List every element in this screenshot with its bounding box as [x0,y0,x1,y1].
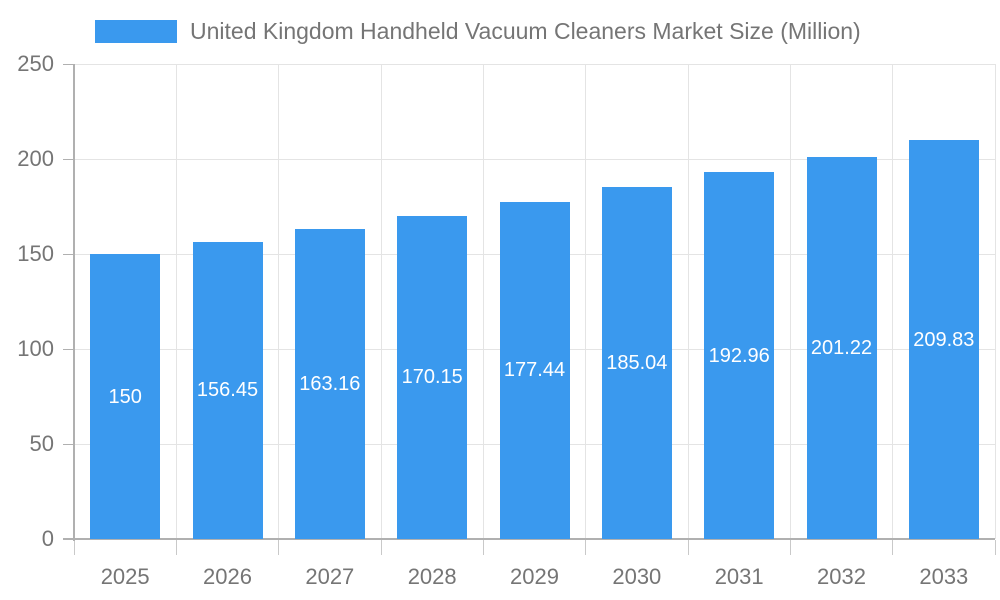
bar-value-label: 170.15 [401,366,463,389]
gridline-vertical [278,64,280,539]
bar-2028[interactable] [397,215,468,539]
bar-2030[interactable] [601,187,672,539]
x-axis-tick [175,540,177,555]
bar-value-label: 192.96 [708,344,770,367]
x-axis-tick [380,540,382,555]
bar-value-label: 177.44 [503,359,566,382]
gridline-vertical [175,64,177,539]
x-axis-tick [687,540,689,555]
gridline-vertical [585,64,587,539]
y-axis-line [73,64,75,541]
gridline-horizontal [74,158,995,160]
x-axis-label: 2025 [100,564,150,589]
bar-2033[interactable] [908,140,979,539]
y-axis-label: 250 [17,51,54,76]
x-axis-label: 2032 [817,564,866,589]
y-axis-label: 50 [29,431,54,456]
gridline-vertical [994,64,996,539]
bar-value-label: 156.45 [196,379,259,402]
x-axis-tick [789,540,791,555]
y-axis-label: 0 [41,526,54,551]
y-axis-tick [63,63,74,65]
y-axis-tick [63,443,74,445]
gridline-vertical [687,64,689,539]
gridline-vertical [892,64,894,539]
legend-item[interactable]: United Kingdom Handheld Vacuum Cleaners … [95,14,861,48]
x-axis-line [63,538,995,540]
x-axis-label: 2027 [305,564,355,589]
bar-2027[interactable] [294,228,365,539]
gridline-vertical [789,64,791,539]
x-axis-label: 2029 [510,564,559,589]
x-axis-label: 2028 [407,564,457,589]
legend-label: United Kingdom Handheld Vacuum Cleaners … [190,18,861,44]
gridline-vertical [380,64,382,539]
x-axis-tick [482,540,484,555]
bar-2025[interactable] [90,254,161,539]
bar-value-label: 163.16 [299,372,361,395]
y-axis-label: 100 [17,336,54,361]
x-axis-label: 2033 [919,564,969,589]
y-axis-label: 200 [17,146,54,171]
gridline-horizontal [74,63,995,65]
x-axis-tick [994,540,996,555]
x-axis-label: 2030 [612,564,662,589]
y-axis-tick [63,158,74,160]
x-axis-label: 2031 [714,564,764,589]
y-axis-tick [63,348,74,350]
x-axis-tick [73,540,75,555]
bar-value-label: 185.04 [606,352,668,375]
bar-value-label: 201.22 [810,336,873,359]
bar-value-label: 209.83 [913,328,975,351]
x-axis-tick [892,540,894,555]
bar-2026[interactable] [192,241,263,539]
bar-2029[interactable] [499,201,570,539]
x-axis-label: 2026 [203,564,252,589]
x-axis-tick [278,540,280,555]
bar-2031[interactable] [704,172,775,539]
y-axis-label: 150 [17,241,54,266]
x-axis-tick [585,540,587,555]
bar-2032[interactable] [806,156,877,539]
gridline-vertical [482,64,484,539]
legend-swatch [95,19,177,43]
bar-value-label: 150 [108,385,142,408]
y-axis-tick [63,253,74,255]
